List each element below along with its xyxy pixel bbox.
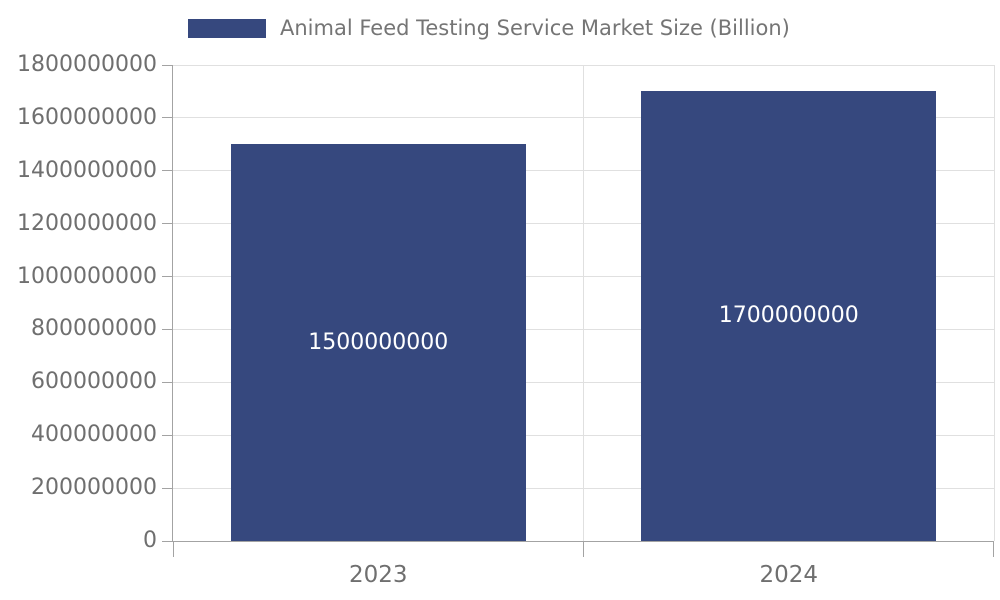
y-axis-tick (162, 328, 172, 330)
legend-swatch (188, 18, 266, 38)
y-axis-label: 600000000 (31, 369, 157, 395)
y-axis-tick (162, 170, 172, 172)
bar-value-label: 1700000000 (718, 303, 859, 329)
y-axis-label: 0 (143, 528, 157, 553)
y-axis-label: 200000000 (31, 475, 157, 501)
x-axis-tick (172, 541, 174, 557)
y-axis-label: 1000000000 (17, 263, 157, 289)
y-axis-tick (162, 117, 172, 119)
x-gridline (993, 65, 995, 541)
y-axis-tick (162, 64, 172, 66)
bar-2023 (230, 144, 526, 541)
y-axis-tick (162, 540, 172, 542)
x-axis-label: 2023 (348, 562, 408, 588)
y-axis-tick (162, 487, 172, 489)
y-axis-label: 1800000000 (17, 52, 157, 77)
y-axis-tick (162, 381, 172, 383)
y-axis-label: 1400000000 (17, 157, 157, 183)
y-axis-label: 1600000000 (17, 104, 157, 130)
y-axis-label: 1200000000 (17, 210, 157, 236)
y-axis-label: 400000000 (31, 422, 157, 448)
bar-2024 (641, 91, 937, 541)
legend-label: Animal Feed Testing Service Market Size … (280, 16, 790, 40)
y-axis-label: 800000000 (31, 316, 157, 342)
legend: Animal Feed Testing Service Market Size … (188, 16, 790, 40)
x-axis-tick (583, 541, 584, 557)
bar-value-label: 1500000000 (308, 329, 449, 355)
plot-area: 0 200000000 400000000 600000000 800000000 100… (17, 52, 995, 588)
x-axis-label: 2024 (759, 562, 819, 588)
x-axis-tick (992, 541, 994, 557)
y-axis-tick (162, 276, 172, 278)
y-axis-tick (162, 223, 172, 225)
x-gridline (583, 65, 584, 541)
y-axis-tick (162, 434, 172, 436)
